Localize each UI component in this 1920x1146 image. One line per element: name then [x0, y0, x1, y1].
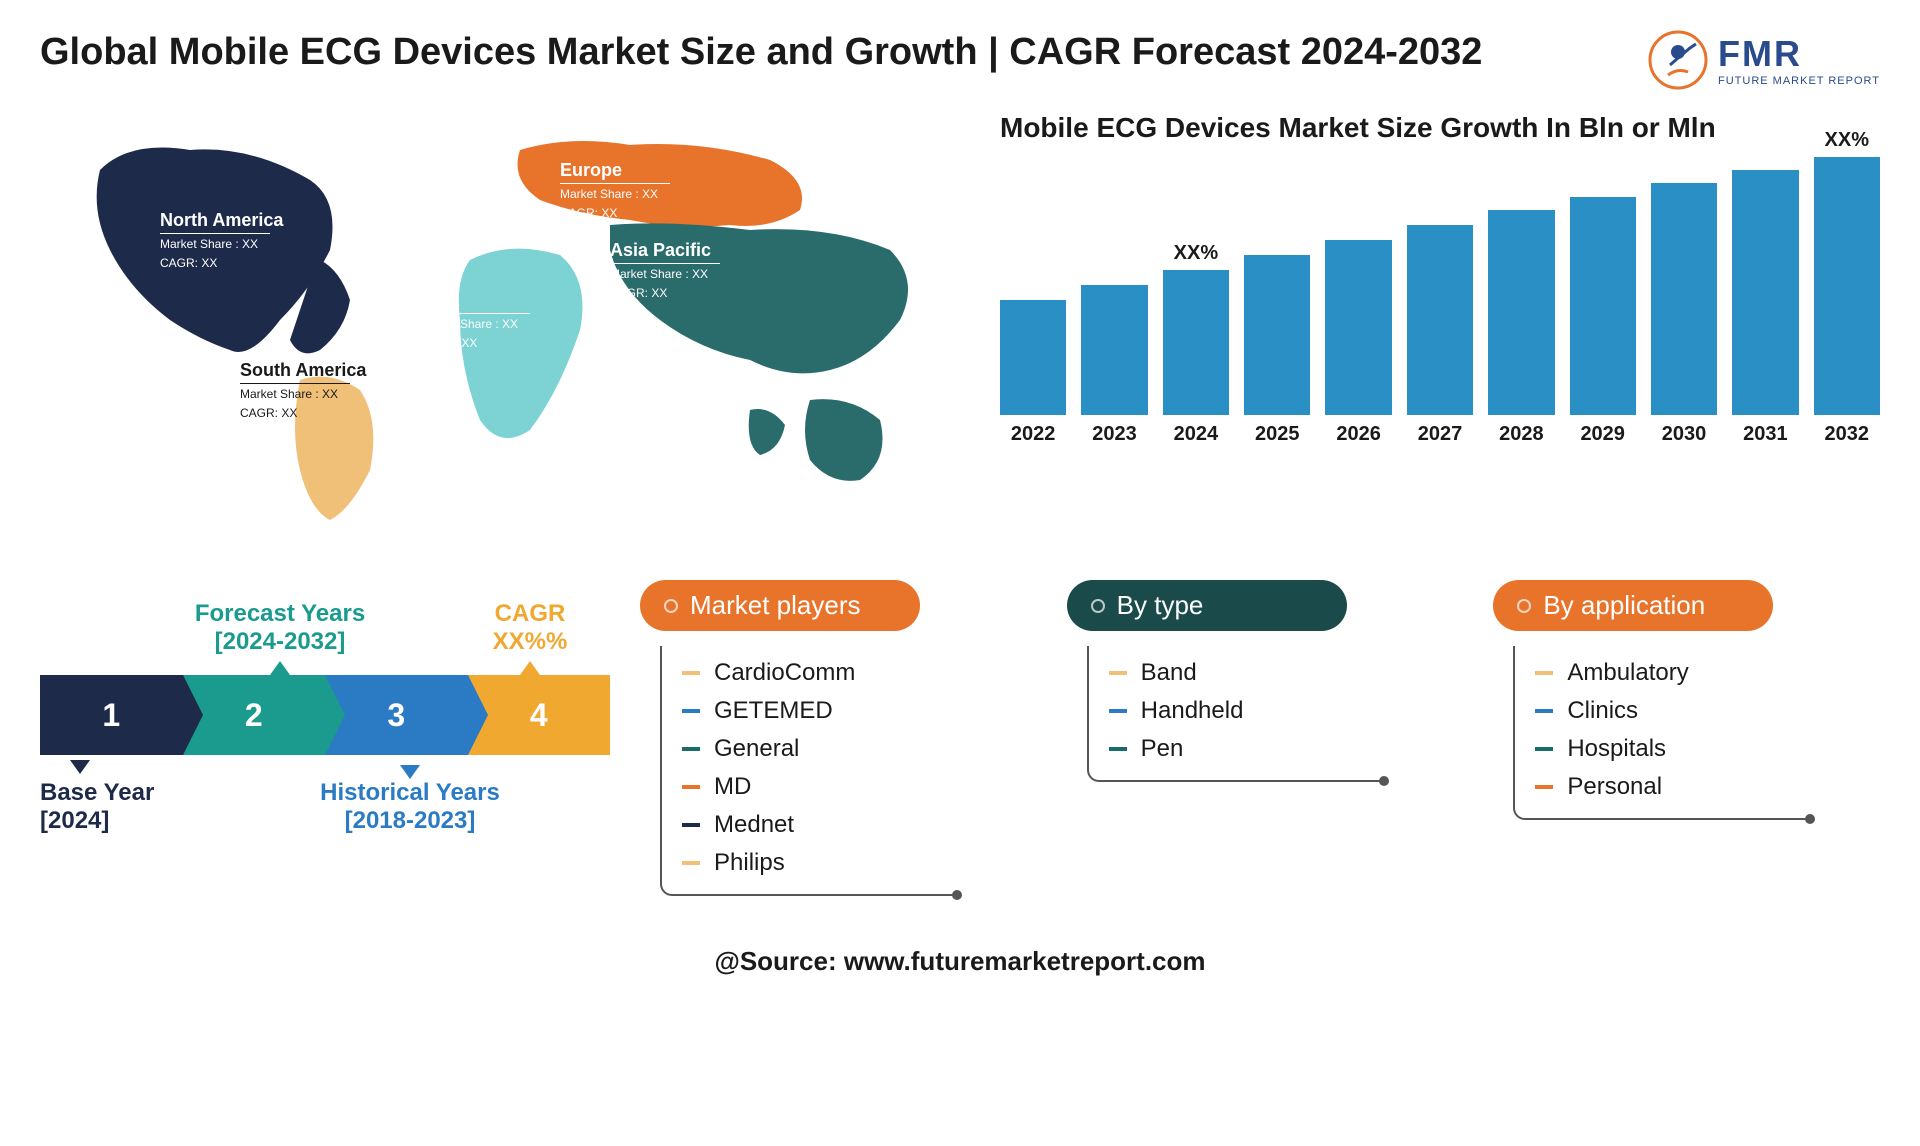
bar-2026: 2026 — [1325, 240, 1391, 446]
segment-item: Hospitals — [1515, 730, 1813, 768]
segment-item: CardioComm — [662, 654, 960, 692]
chart-title: Mobile ECG Devices Market Size Growth In… — [1000, 110, 1880, 146]
map-region-north-america: North AmericaMarket Share : XXCAGR: XX — [160, 210, 283, 271]
map-region-europe: EuropeMarket Share : XXCAGR: XX — [560, 160, 670, 221]
bar-2032: XX%2032 — [1814, 157, 1880, 446]
segment-item: Philips — [662, 844, 960, 882]
bar-2028: 2028 — [1488, 210, 1554, 446]
bar-2030: 2030 — [1651, 183, 1717, 446]
bottom-section: Forecast Years [2024-2032] CAGR XX%% 123… — [40, 580, 1880, 896]
bar-chart: 20222023XX%20242025202620272028202920302… — [1000, 166, 1880, 446]
segment-item: MD — [662, 768, 960, 806]
segment-item: GETEMED — [662, 692, 960, 730]
bar-2027: 2027 — [1407, 225, 1473, 446]
segment-list: CardioCommGETEMEDGeneralMDMednetPhilips — [660, 646, 960, 896]
forecast-label: Forecast Years [2024-2032] — [180, 600, 380, 675]
bar-2024: XX%2024 — [1163, 270, 1229, 446]
map-region-mea: MEAMarket Share : XXCAGR: XX — [420, 290, 530, 351]
timeline: Forecast Years [2024-2032] CAGR XX%% 123… — [40, 580, 610, 860]
world-map: North AmericaMarket Share : XXCAGR: XX So… — [40, 110, 960, 530]
timeline-block-4: 4 — [468, 675, 611, 755]
segment-item: General — [662, 730, 960, 768]
base-year-label: Base Year [2024] — [40, 760, 180, 835]
fmr-logo-icon — [1648, 30, 1708, 90]
segment-item: Pen — [1089, 730, 1387, 768]
bar-2022: 2022 — [1000, 300, 1066, 446]
segment-list: AmbulatoryClinicsHospitalsPersonal — [1513, 646, 1813, 820]
segment-item: Clinics — [1515, 692, 1813, 730]
segment-item: Mednet — [662, 806, 960, 844]
segment-item: Personal — [1515, 768, 1813, 806]
page-title: Global Mobile ECG Devices Market Size an… — [40, 30, 1482, 76]
logo-text: FMR FUTURE MARKET REPORT — [1718, 33, 1880, 87]
bar-chart-section: Mobile ECG Devices Market Size Growth In… — [1000, 110, 1880, 530]
bar-2025: 2025 — [1244, 255, 1310, 446]
map-region-south-america: South AmericaMarket Share : XXCAGR: XX — [240, 360, 366, 421]
segment-item: Handheld — [1089, 692, 1387, 730]
cagr-label: CAGR XX%% — [480, 600, 580, 675]
bar-2023: 2023 — [1081, 285, 1147, 446]
segment-item: Band — [1089, 654, 1387, 692]
segment-pill: By application — [1493, 580, 1773, 631]
bar-2029: 2029 — [1570, 197, 1636, 446]
map-region-asia-pacific: Asia PacificMarket Share : XXCAGR: XX — [610, 240, 720, 301]
main-content: North AmericaMarket Share : XXCAGR: XX So… — [40, 110, 1880, 530]
segment-pill: By type — [1067, 580, 1347, 631]
segment-by-application: By application AmbulatoryClinicsHospitals… — [1493, 580, 1880, 896]
logo: FMR FUTURE MARKET REPORT — [1648, 30, 1880, 90]
segment-by-type: By type BandHandheldPen — [1067, 580, 1454, 896]
timeline-block-1: 1 — [40, 675, 183, 755]
bar-2031: 2031 — [1732, 170, 1798, 446]
segment-list: BandHandheldPen — [1087, 646, 1387, 782]
segment-market-players: Market players CardioCommGETEMEDGeneralMD… — [640, 580, 1027, 896]
historical-label: Historical Years [2018-2023] — [310, 760, 510, 835]
timeline-bar: 1234 — [40, 675, 610, 755]
segment-item: Ambulatory — [1515, 654, 1813, 692]
segment-pill: Market players — [640, 580, 920, 631]
header: Global Mobile ECG Devices Market Size an… — [40, 30, 1880, 90]
timeline-block-2: 2 — [183, 675, 326, 755]
timeline-block-3: 3 — [325, 675, 468, 755]
logo-fmr: FMR — [1718, 33, 1880, 75]
source-attribution: @Source: www.futuremarketreport.com — [40, 946, 1880, 977]
logo-sub: FUTURE MARKET REPORT — [1718, 75, 1880, 87]
